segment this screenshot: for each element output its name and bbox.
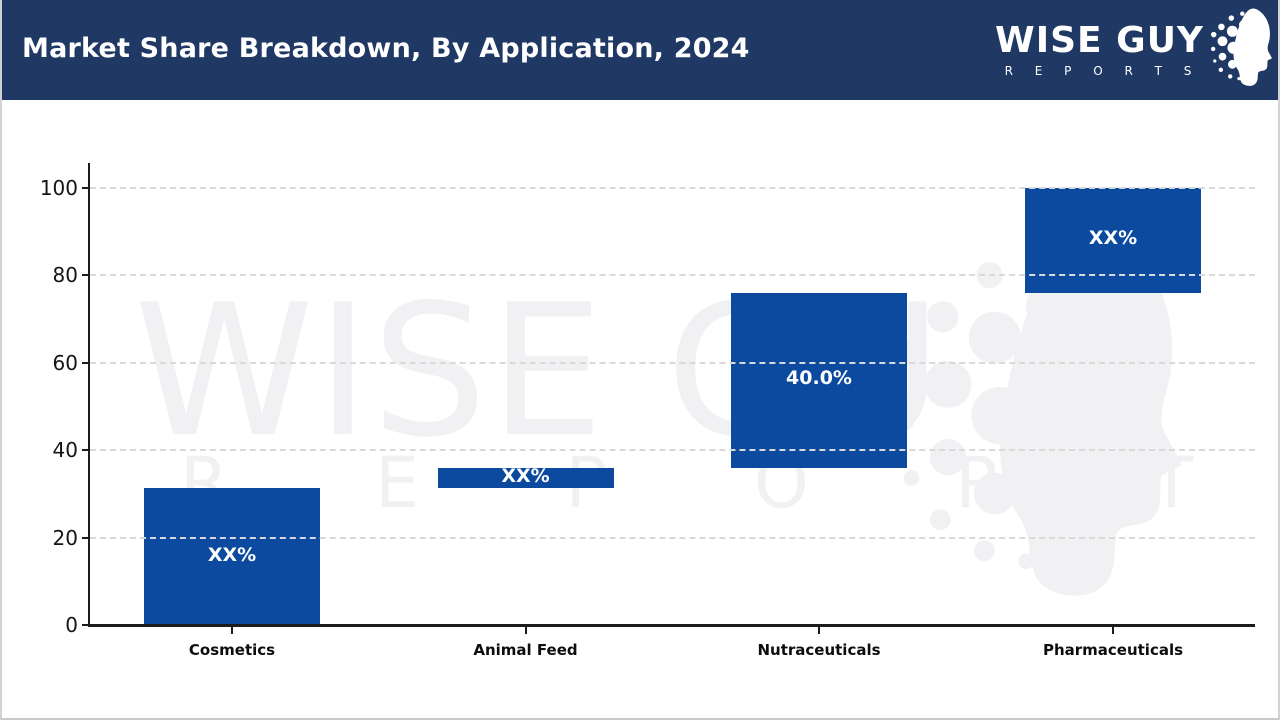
y-tick-label: 60: [52, 350, 78, 375]
y-tick-mark: [82, 624, 90, 626]
y-tick-label: 20: [52, 525, 78, 550]
y-gridline-60: [90, 361, 1255, 364]
bar-segment-nutraceuticals: [731, 292, 907, 468]
y-tick-label: 100: [39, 175, 78, 200]
y-tick-mark: [82, 274, 90, 276]
y-tick-mark: [82, 536, 90, 539]
y-tick-label: 0: [65, 613, 78, 637]
y-gridline-80: [90, 274, 1255, 276]
y-tick-mark: [82, 361, 90, 364]
x-tick-mark: [231, 627, 233, 634]
y-tick-mark: [82, 449, 90, 451]
wise-guy-face-watermark-icon: [893, 229, 1182, 596]
logo-reports-text: R E P O R T S: [1004, 63, 1201, 78]
y-axis-line: [88, 163, 90, 627]
header-bar: Market Share Breakdown, By Application, …: [2, 0, 1278, 100]
bar-value-label: 40.0%: [786, 367, 852, 389]
y-tick-mark: [82, 186, 90, 189]
y-gridline-20: [90, 536, 1255, 539]
x-tick-mark: [1112, 627, 1114, 634]
y-gridline-40: [90, 449, 1255, 451]
x-tick-mark: [818, 627, 820, 634]
x-category-label: Nutraceuticals: [757, 641, 881, 659]
wise-guy-logo: WISE GUY R E P O R T S: [995, 6, 1272, 94]
bar-value-label: XX%: [1088, 227, 1138, 249]
x-category-label: Cosmetics: [188, 641, 276, 659]
x-tick-mark: [524, 627, 527, 634]
logo-wordmark: WISE GUY: [994, 19, 1204, 61]
bar-segment-animal-feed: [437, 467, 614, 488]
bar-value-label: XX%: [501, 464, 550, 487]
y-tick-label: 80: [52, 263, 78, 287]
wise-guy-face-icon: [1210, 8, 1272, 86]
bar-value-label: XX%: [207, 543, 257, 566]
x-category-label: Pharmaceuticals: [1042, 641, 1184, 659]
y-tick-label: 40: [52, 438, 78, 462]
chart-title: Market Share Breakdown, By Application, …: [22, 33, 750, 64]
y-gridline-100: [90, 186, 1255, 189]
bar-segment-cosmetics: [144, 488, 320, 625]
x-category-label: Animal Feed: [473, 641, 578, 659]
x-axis-line: [88, 624, 1255, 627]
